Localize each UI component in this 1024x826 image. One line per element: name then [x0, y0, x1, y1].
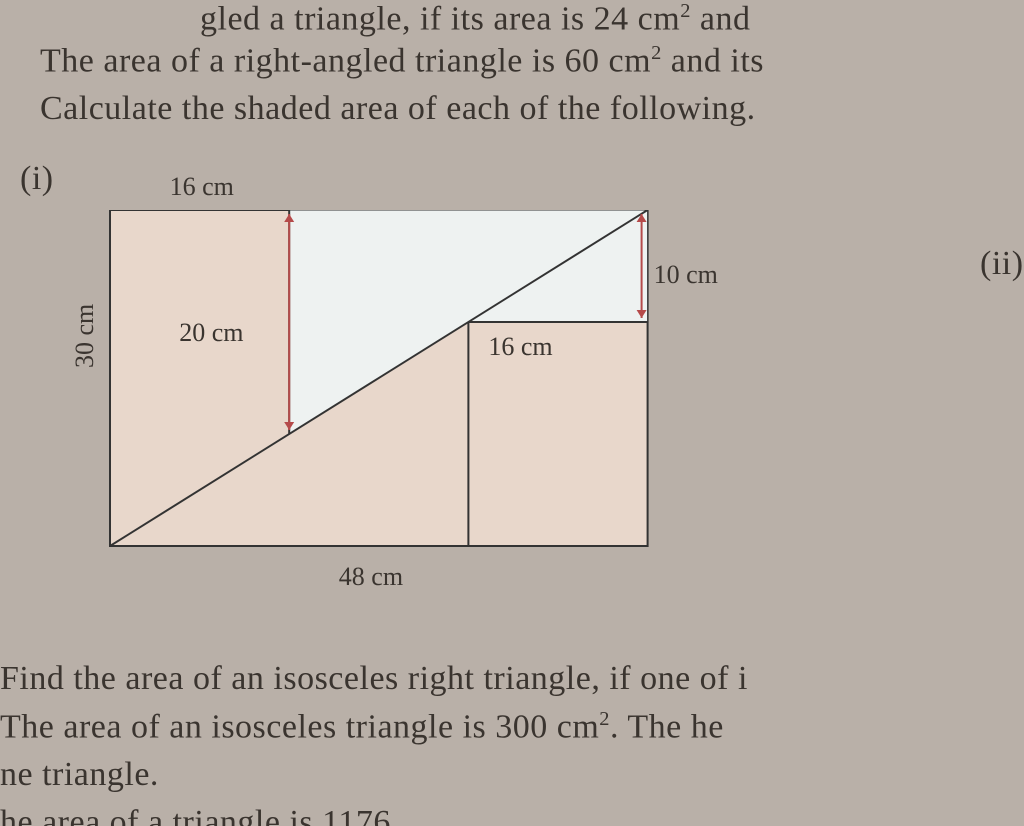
item-i-label: (i): [20, 160, 54, 198]
line-3: Calculate the shaded area of each of the…: [40, 90, 756, 128]
line-1: gled a triangle, if its area is 24 cm2 a…: [200, 0, 750, 38]
dim-ldrop: 20 cm: [179, 318, 243, 348]
line-7: he area of a triangle is 1176: [0, 804, 391, 826]
dim-bottom: 48 cm: [339, 562, 403, 592]
line-4: Find the area of an isosceles right tria…: [0, 660, 748, 698]
diagram-svg: [80, 210, 688, 556]
line-2: The area of a right-angled triangle is 6…: [40, 42, 764, 80]
diagram: 16 cm 30 cm 20 cm 10 cm 16 cm 48 cm: [80, 210, 738, 626]
line-5: The area of an isosceles triangle is 300…: [0, 708, 724, 746]
dim-rdrop: 10 cm: [654, 260, 718, 290]
line-6: ne triangle.: [0, 756, 159, 794]
dim-top: 16 cm: [170, 172, 234, 202]
page: gled a triangle, if its area is 24 cm2 a…: [0, 0, 1024, 826]
item-ii-label: (ii): [980, 245, 1024, 283]
dim-inner: 16 cm: [488, 332, 552, 362]
dim-left: 30 cm: [70, 304, 100, 368]
